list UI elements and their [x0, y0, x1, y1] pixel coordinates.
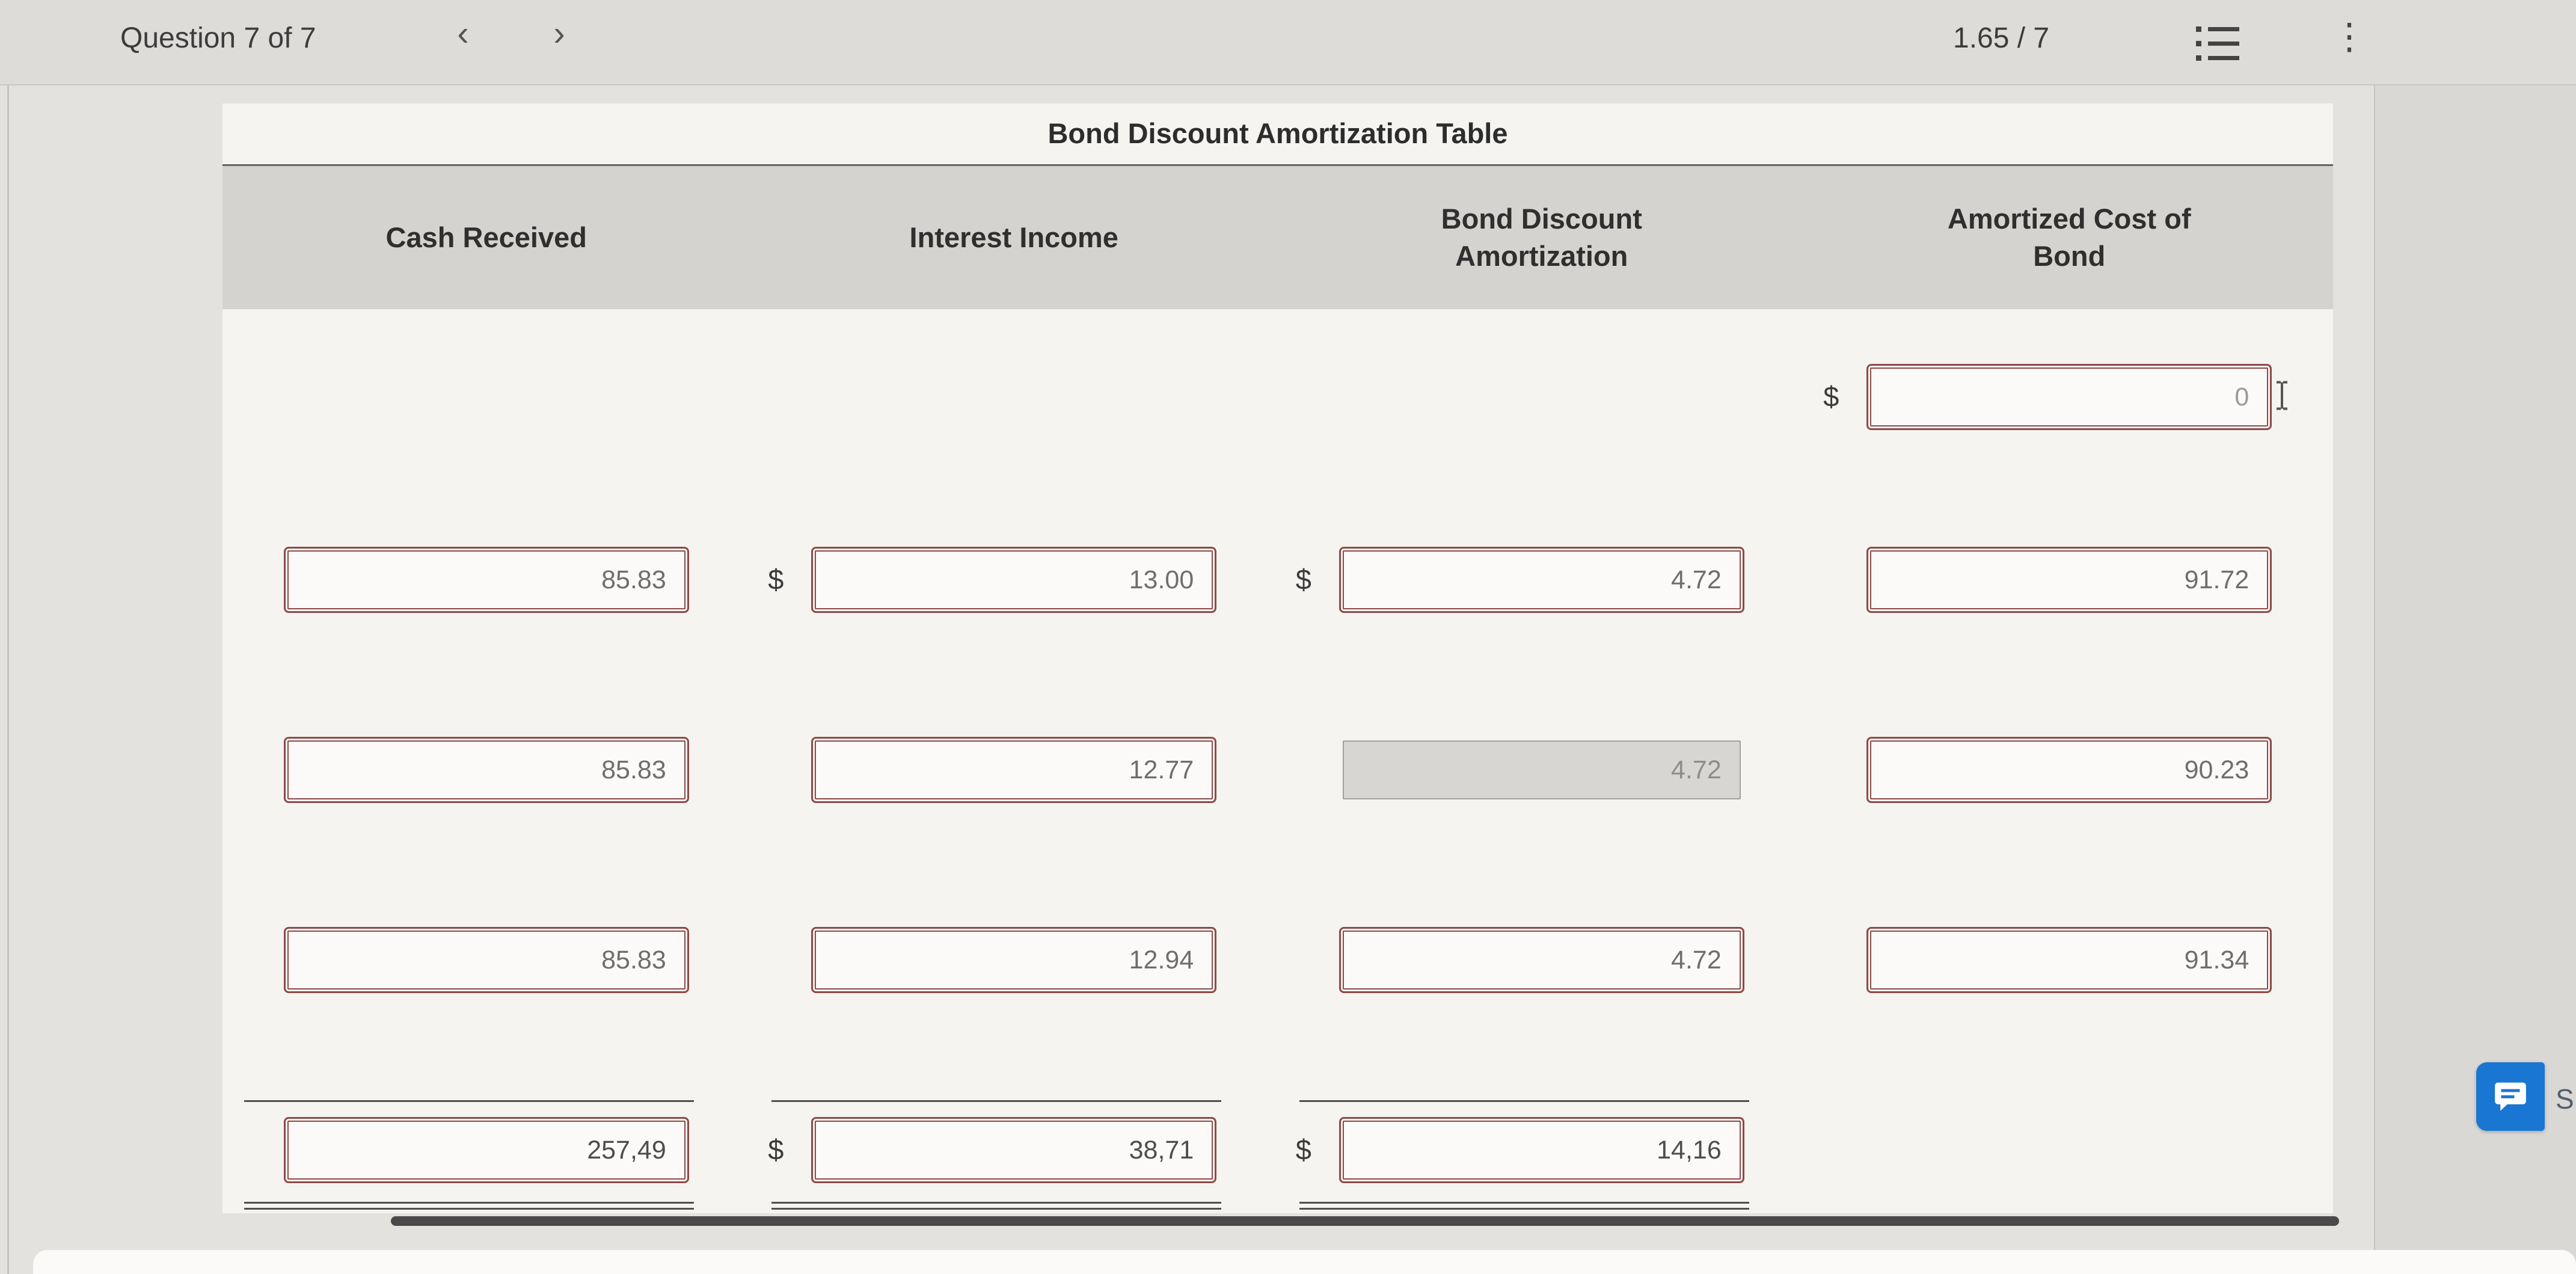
numbered-list-icon — [2196, 26, 2239, 61]
topbar: Question 7 of 7 ‹ › 1.65 / 7 ⋮ — [0, 0, 2576, 85]
amortized-cost-input-3[interactable] — [1866, 927, 2272, 993]
cash-received-input-2[interactable] — [283, 737, 689, 803]
currency-symbol: $ — [768, 1133, 784, 1166]
table-row: $ $ — [222, 485, 2333, 675]
prev-question-button[interactable]: ‹ — [457, 14, 469, 53]
table-title: Bond Discount Amortization Table — [1047, 117, 1508, 149]
page-left-edge — [7, 0, 9, 1274]
cash-total-input[interactable] — [283, 1117, 689, 1183]
chat-icon — [2495, 1082, 2526, 1111]
table-row — [222, 675, 2333, 865]
title-rule — [222, 164, 2333, 166]
amortized-cost-input-2[interactable] — [1866, 737, 2272, 803]
totals-top-rule — [244, 1100, 694, 1102]
question-counter: Question 7 of 7 — [120, 22, 316, 54]
interest-income-input-1[interactable] — [811, 547, 1217, 613]
amortization-cell-1: $ — [1278, 547, 1806, 613]
amortization-input-3[interactable] — [1339, 927, 1744, 993]
text-cursor-icon — [2275, 380, 2289, 414]
support-label: S — [2556, 1083, 2574, 1115]
amortized-cost-input-0[interactable] — [1866, 364, 2272, 430]
support-chat-button[interactable] — [2476, 1062, 2545, 1131]
totals-double-underline — [244, 1202, 694, 1210]
amortization-worksheet: Bond Discount Amortization Table Cash Re… — [222, 103, 2333, 1213]
interest-total-cell: $ — [750, 1100, 1278, 1210]
column-header-amortized-cost: Amortized Cost of Bond — [1947, 202, 2191, 272]
amortized-cost-cell-3 — [1806, 927, 2334, 993]
totals-row: $ $ — [222, 1055, 2333, 1245]
interest-income-input-2[interactable] — [811, 737, 1217, 803]
bottom-panel — [33, 1250, 2576, 1274]
cash-received-cell-2 — [222, 737, 750, 803]
amortized-cost-input-1[interactable] — [1866, 547, 2272, 613]
column-header-cash-received: Cash Received — [385, 221, 587, 253]
amortization-input-1[interactable] — [1339, 547, 1744, 613]
totals-double-underline — [1299, 1202, 1749, 1210]
cash-received-cell-3 — [222, 927, 750, 993]
amortized-cost-cell-1 — [1806, 547, 2334, 613]
table-row — [222, 865, 2333, 1055]
question-list-button[interactable] — [2194, 22, 2244, 65]
next-question-button[interactable]: › — [553, 14, 565, 53]
totals-double-underline — [771, 1202, 1222, 1210]
more-options-button[interactable]: ⋮ — [2328, 16, 2370, 58]
cash-received-input-1[interactable] — [283, 547, 689, 613]
amortization-total-input[interactable] — [1339, 1117, 1744, 1183]
kebab-icon: ⋮ — [2331, 16, 2367, 57]
interest-income-input-3[interactable] — [811, 927, 1217, 993]
amortization-input-2-disabled — [1342, 740, 1741, 799]
currency-symbol: $ — [1823, 380, 1839, 413]
score-indicator: 1.65 / 7 — [1953, 22, 2050, 54]
cash-received-cell-1 — [222, 547, 750, 613]
amortization-cell-3 — [1278, 927, 1806, 993]
cash-total-cell — [222, 1100, 750, 1210]
currency-symbol: $ — [1295, 563, 1311, 595]
horizontal-scrollbar[interactable] — [391, 1216, 2339, 1226]
interest-income-cell-2 — [750, 737, 1278, 803]
currency-symbol: $ — [768, 563, 784, 595]
interest-income-cell-1: $ — [750, 547, 1278, 613]
currency-symbol: $ — [1295, 1133, 1311, 1166]
table-row: $ — [222, 309, 2333, 485]
column-header-bond-discount-amortization: Bond Discount Amortization — [1441, 202, 1642, 272]
column-header-interest-income: Interest Income — [909, 221, 1118, 253]
interest-income-cell-3 — [750, 927, 1278, 993]
table-header-row: Cash Received Interest Income Bond Disco… — [222, 166, 2333, 309]
cash-received-input-3[interactable] — [283, 927, 689, 993]
amortization-total-cell: $ — [1278, 1100, 1806, 1210]
right-gutter — [2374, 85, 2576, 1274]
amortized-cost-cell-2 — [1806, 737, 2334, 803]
amortization-cell-2 — [1278, 740, 1806, 799]
totals-top-rule — [1299, 1100, 1749, 1102]
amortized-cost-cell-0: $ — [1806, 364, 2334, 430]
interest-total-input[interactable] — [811, 1117, 1217, 1183]
totals-top-rule — [771, 1100, 1222, 1102]
